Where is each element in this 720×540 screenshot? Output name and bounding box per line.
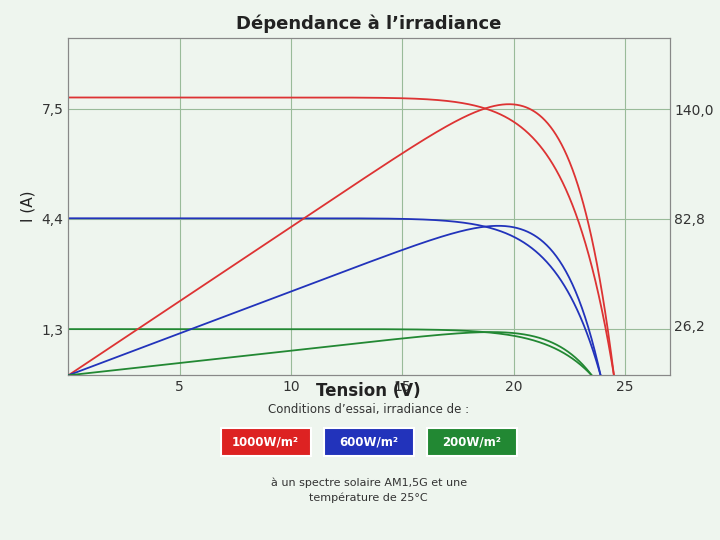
Text: à un spectre solaire AM1,5G et une
température de 25°C: à un spectre solaire AM1,5G et une tempé…	[271, 478, 467, 503]
Text: 200W/m²: 200W/m²	[442, 436, 501, 449]
Text: 600W/m²: 600W/m²	[339, 436, 398, 449]
Title: Dépendance à l’irradiance: Dépendance à l’irradiance	[236, 15, 502, 33]
Text: Conditions d’essai, irradiance de :: Conditions d’essai, irradiance de :	[268, 403, 469, 416]
Y-axis label: I (A): I (A)	[21, 191, 36, 222]
Text: Tension (V): Tension (V)	[316, 382, 421, 400]
Text: 1000W/m²: 1000W/m²	[232, 436, 300, 449]
